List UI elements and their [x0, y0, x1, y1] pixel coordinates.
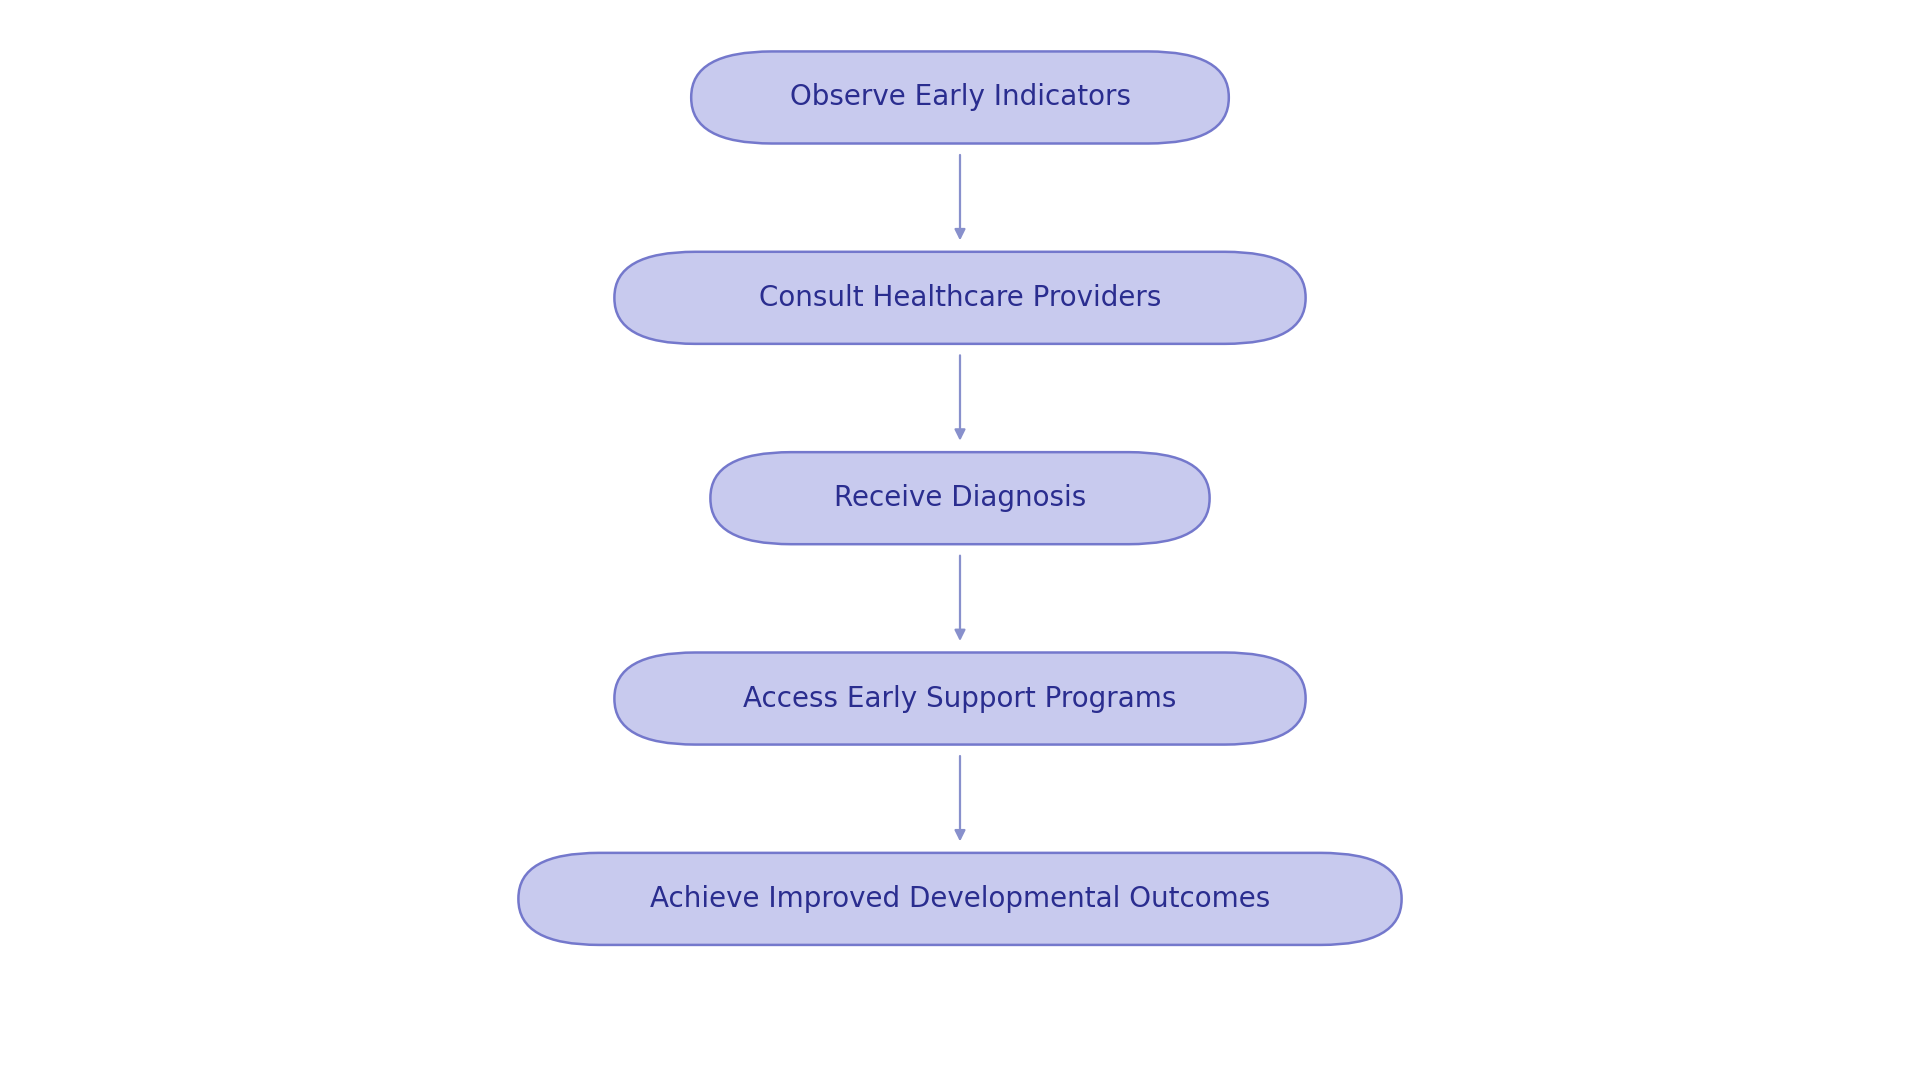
FancyBboxPatch shape [691, 51, 1229, 143]
Text: Consult Healthcare Providers: Consult Healthcare Providers [758, 284, 1162, 312]
FancyBboxPatch shape [614, 652, 1306, 744]
FancyBboxPatch shape [614, 251, 1306, 343]
Text: Observe Early Indicators: Observe Early Indicators [789, 83, 1131, 112]
Text: Achieve Improved Developmental Outcomes: Achieve Improved Developmental Outcomes [649, 885, 1271, 913]
FancyBboxPatch shape [518, 853, 1402, 944]
FancyBboxPatch shape [710, 453, 1210, 544]
Text: Access Early Support Programs: Access Early Support Programs [743, 684, 1177, 713]
Text: Receive Diagnosis: Receive Diagnosis [833, 484, 1087, 512]
